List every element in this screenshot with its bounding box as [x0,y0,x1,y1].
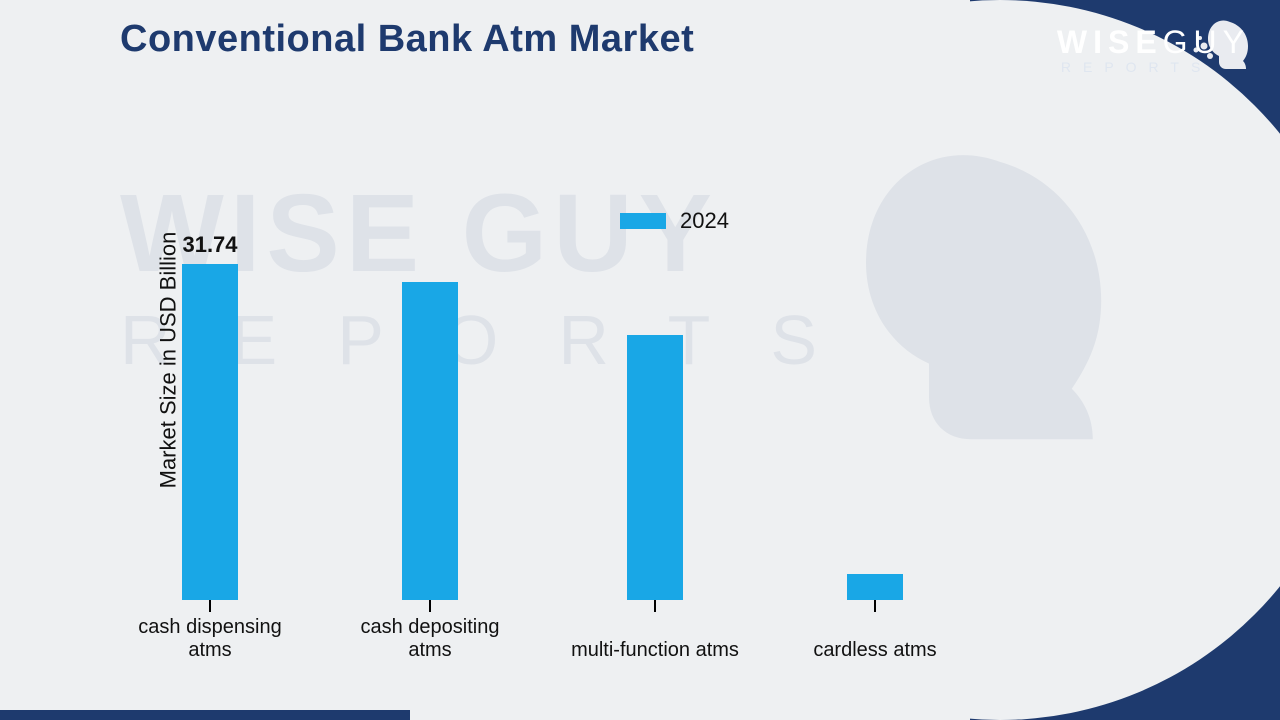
chart-card: WISE GUY REPORTS Conventional Bank Atm M… [0,0,1280,720]
chart-title: Conventional Bank Atm Market [120,18,694,61]
x-tick-label: cash dispensing atms [120,616,300,662]
x-tick-label: multi-function atms [565,639,745,662]
bar [847,574,903,600]
legend-label: 2024 [680,208,729,234]
chart-title-text: Conventional Bank Atm Market [120,18,694,60]
plot-area: cash dispensing atms31.74cash depositing… [110,240,960,600]
bar [402,282,458,600]
brand-name-bold: WISE [1057,24,1163,60]
decorative-bottom-bar [0,710,410,720]
brand-head-icon [1186,16,1256,86]
bar-value-label: 31.74 [150,232,270,258]
x-tick [209,600,211,612]
brand-logo: WISEGUY REPORTS [1057,24,1250,75]
bar [627,335,683,600]
x-tick-label: cash depositing atms [340,616,520,662]
x-tick-label: cardless atms [785,639,965,662]
legend-swatch [620,213,666,229]
legend: 2024 [620,208,729,234]
x-tick [429,600,431,612]
x-tick [654,600,656,612]
bar [182,264,238,600]
x-tick [874,600,876,612]
